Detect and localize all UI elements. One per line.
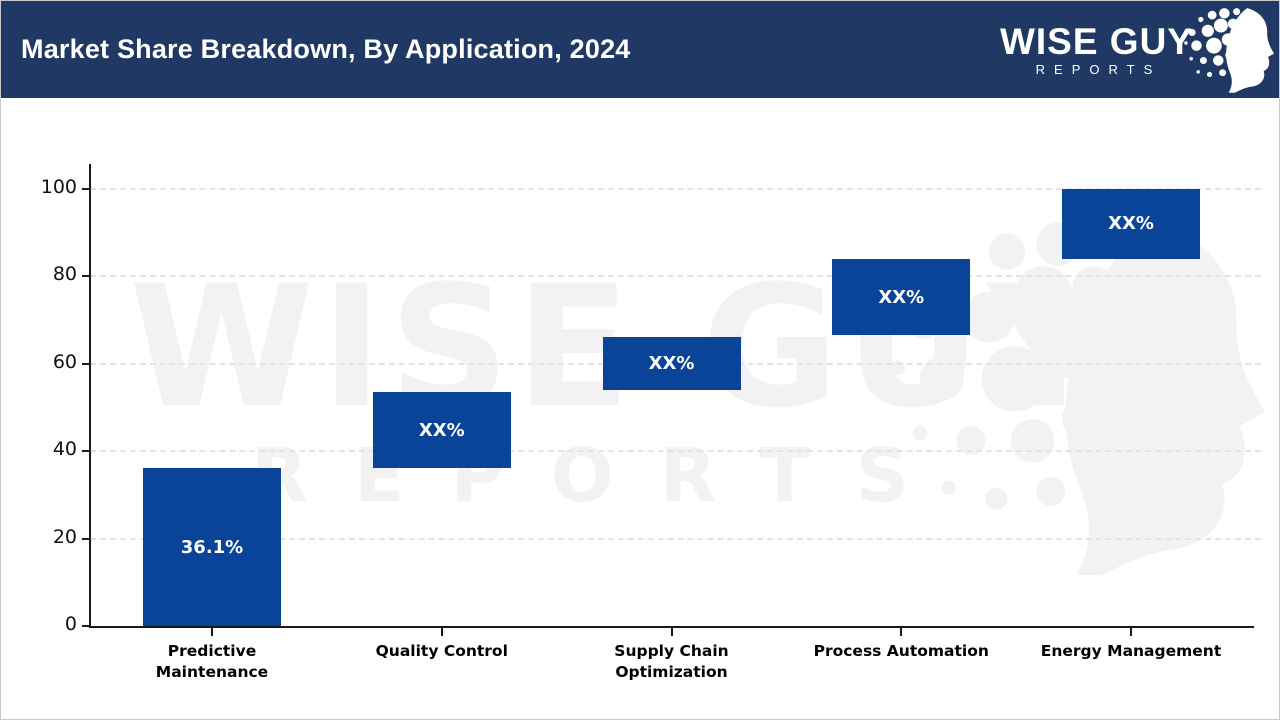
bar-value-label: XX% <box>1108 213 1154 235</box>
bar-segment: XX% <box>1062 188 1200 259</box>
x-tick-mark <box>440 628 443 636</box>
bar-value-label: XX% <box>648 353 695 374</box>
header: Market Share Breakdown, By Application, … <box>1 1 1279 98</box>
x-tick-mark <box>900 628 903 636</box>
gridline-100 <box>90 187 1261 190</box>
bar-segment: 36.1% <box>143 468 281 626</box>
bar-value-label: XX% <box>418 419 465 441</box>
y-tick-mark <box>82 275 89 277</box>
x-category-label: Energy Management <box>1040 642 1222 660</box>
x-axis-line <box>89 626 1254 628</box>
y-tick-label: 40 <box>52 438 77 460</box>
y-tick-mark <box>82 362 89 365</box>
watermark-head-graphic <box>890 222 1266 576</box>
y-tick-mark <box>82 625 89 627</box>
brand-subtitle: REPORTS <box>1035 62 1162 77</box>
bar-value-label: 36.1% <box>180 536 244 558</box>
x-category-label: Process Automation <box>813 642 989 660</box>
bar-value-label: XX% <box>878 286 925 308</box>
y-tick-label: 20 <box>52 525 77 548</box>
x-category-label: Quality Control <box>375 642 508 660</box>
gridline-40 <box>90 450 1261 452</box>
brand-head-icon <box>1184 7 1275 93</box>
y-tick-label: 80 <box>52 263 77 285</box>
x-category-label: Supply Chain Optimization <box>614 642 729 681</box>
x-category-label: Predictive Maintenance <box>155 642 269 681</box>
y-axis-line <box>89 164 91 626</box>
y-tick-label: 0 <box>64 613 77 635</box>
x-tick-mark <box>211 628 213 636</box>
y-tick-label: 100 <box>40 175 77 198</box>
brand-text: WISE GUY REPORTS <box>1000 23 1193 76</box>
bar-segment: XX% <box>602 336 741 391</box>
y-tick-mark <box>82 450 89 452</box>
y-tick-label: 60 <box>52 350 77 373</box>
brand-logo: WISE GUY REPORTS <box>1000 1 1275 98</box>
brand-name: WISE GUY <box>999 21 1193 62</box>
page-title: Market Share Breakdown, By Application, … <box>21 34 631 64</box>
y-tick-mark <box>82 187 89 190</box>
bar-segment: XX% <box>832 258 971 336</box>
gridline-80 <box>90 275 1261 277</box>
bar-segment: XX% <box>372 391 511 469</box>
x-tick-mark <box>670 628 673 636</box>
gridline-20 <box>90 537 1261 540</box>
waterfall-chart: 0 20 40 60 80 100 36.1% Predictive Maintenance X… <box>1 98 1279 719</box>
x-tick-mark <box>1130 628 1132 636</box>
y-tick-mark <box>82 537 89 540</box>
